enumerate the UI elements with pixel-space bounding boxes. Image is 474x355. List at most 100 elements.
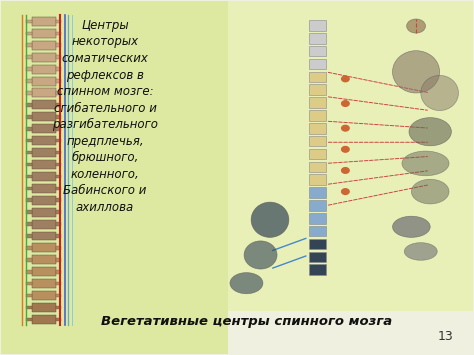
Bar bbox=[32, 88, 55, 97]
Bar bbox=[55, 67, 61, 71]
Bar bbox=[55, 151, 61, 154]
Bar bbox=[309, 136, 326, 146]
Bar bbox=[32, 231, 55, 240]
Bar bbox=[55, 222, 61, 226]
Bar bbox=[309, 46, 326, 56]
Text: 13: 13 bbox=[438, 330, 454, 343]
Bar bbox=[55, 211, 61, 214]
Bar bbox=[309, 149, 326, 159]
Text: Вегетативные центры спинного мозга: Вегетативные центры спинного мозга bbox=[101, 315, 392, 328]
Text: Центры
некоторых
соматических
рефлексов в
спинном мозге:
сгибательного и
разгиба: Центры некоторых соматических рефлексов … bbox=[52, 19, 158, 214]
Bar bbox=[55, 115, 61, 119]
Ellipse shape bbox=[392, 216, 430, 237]
Bar bbox=[27, 234, 32, 238]
Bar bbox=[55, 139, 61, 142]
Bar bbox=[32, 112, 55, 121]
Bar bbox=[55, 258, 61, 262]
Bar bbox=[27, 163, 32, 166]
Bar bbox=[32, 29, 55, 38]
Bar bbox=[55, 246, 61, 250]
Bar bbox=[55, 198, 61, 202]
Bar bbox=[27, 91, 32, 95]
Bar bbox=[32, 291, 55, 300]
Bar bbox=[32, 184, 55, 193]
Bar bbox=[32, 172, 55, 181]
Ellipse shape bbox=[230, 273, 263, 294]
Bar bbox=[55, 294, 61, 297]
Bar bbox=[55, 306, 61, 309]
Bar bbox=[55, 318, 61, 321]
Bar bbox=[309, 72, 326, 82]
Bar bbox=[27, 282, 32, 285]
Bar bbox=[32, 77, 55, 86]
Bar bbox=[27, 20, 32, 23]
Bar bbox=[55, 234, 61, 238]
Bar bbox=[27, 198, 32, 202]
Bar bbox=[32, 148, 55, 157]
Bar bbox=[309, 84, 326, 95]
Bar bbox=[32, 220, 55, 229]
Bar bbox=[309, 33, 326, 44]
Bar bbox=[27, 139, 32, 142]
Bar bbox=[32, 65, 55, 73]
Circle shape bbox=[342, 168, 349, 173]
Bar bbox=[55, 20, 61, 23]
Bar bbox=[55, 103, 61, 106]
Bar bbox=[309, 200, 326, 211]
Bar bbox=[32, 41, 55, 50]
Bar bbox=[55, 55, 61, 59]
Bar bbox=[309, 252, 326, 262]
Bar bbox=[27, 44, 32, 47]
Ellipse shape bbox=[421, 75, 458, 110]
Bar bbox=[309, 213, 326, 224]
Bar bbox=[309, 226, 326, 236]
Circle shape bbox=[342, 101, 349, 106]
Bar bbox=[27, 67, 32, 71]
Bar bbox=[32, 244, 55, 252]
Bar bbox=[309, 239, 326, 249]
Bar bbox=[32, 267, 55, 276]
Bar bbox=[32, 124, 55, 133]
Bar bbox=[55, 186, 61, 190]
Ellipse shape bbox=[392, 51, 439, 93]
Bar bbox=[27, 211, 32, 214]
FancyBboxPatch shape bbox=[1, 1, 228, 354]
Bar bbox=[32, 279, 55, 288]
Ellipse shape bbox=[244, 241, 277, 269]
Bar bbox=[32, 303, 55, 312]
Bar bbox=[27, 55, 32, 59]
Bar bbox=[55, 44, 61, 47]
Bar bbox=[309, 174, 326, 185]
Circle shape bbox=[342, 189, 349, 195]
Bar bbox=[27, 270, 32, 274]
Bar bbox=[27, 318, 32, 321]
Bar bbox=[309, 20, 326, 31]
Ellipse shape bbox=[407, 19, 426, 33]
Bar bbox=[309, 162, 326, 172]
Bar bbox=[32, 255, 55, 264]
Bar bbox=[309, 264, 326, 275]
Bar bbox=[32, 17, 55, 26]
Bar bbox=[55, 91, 61, 95]
Circle shape bbox=[342, 147, 349, 152]
Bar bbox=[55, 282, 61, 285]
Bar bbox=[55, 163, 61, 166]
Bar bbox=[27, 222, 32, 226]
FancyBboxPatch shape bbox=[228, 1, 473, 311]
Circle shape bbox=[342, 76, 349, 82]
Bar bbox=[32, 196, 55, 205]
Bar bbox=[27, 246, 32, 250]
Bar bbox=[27, 103, 32, 106]
Bar bbox=[32, 136, 55, 145]
Bar bbox=[32, 160, 55, 169]
Bar bbox=[55, 127, 61, 131]
Bar bbox=[32, 315, 55, 324]
Ellipse shape bbox=[409, 118, 451, 146]
Bar bbox=[27, 79, 32, 83]
Bar bbox=[27, 151, 32, 154]
Bar bbox=[27, 127, 32, 131]
Ellipse shape bbox=[404, 243, 438, 260]
Bar bbox=[55, 175, 61, 178]
Bar bbox=[309, 59, 326, 69]
Bar bbox=[309, 110, 326, 121]
